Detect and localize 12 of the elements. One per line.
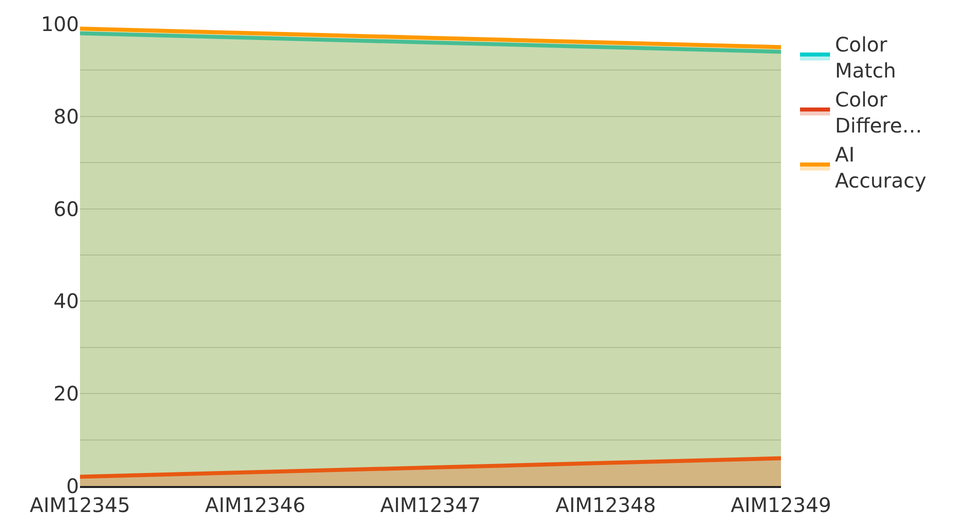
y-tick-label: 80 bbox=[54, 104, 79, 128]
legend-label: Color Differe… bbox=[835, 87, 922, 138]
y-tick-label: 100 bbox=[40, 12, 79, 36]
y-tick-label: 40 bbox=[54, 289, 79, 314]
y-tick-label: 20 bbox=[54, 382, 79, 406]
x-tick-label: AIM12346 bbox=[205, 493, 306, 517]
legend-label: AI Accuracy bbox=[835, 142, 926, 192]
legend-label: Color Match bbox=[835, 32, 896, 82]
x-tick-label: AIM12349 bbox=[730, 493, 832, 517]
y-tick-label: 60 bbox=[54, 196, 79, 221]
x-tick-label: AIM12348 bbox=[556, 493, 656, 517]
x-tick-label: AIM12347 bbox=[380, 493, 481, 517]
